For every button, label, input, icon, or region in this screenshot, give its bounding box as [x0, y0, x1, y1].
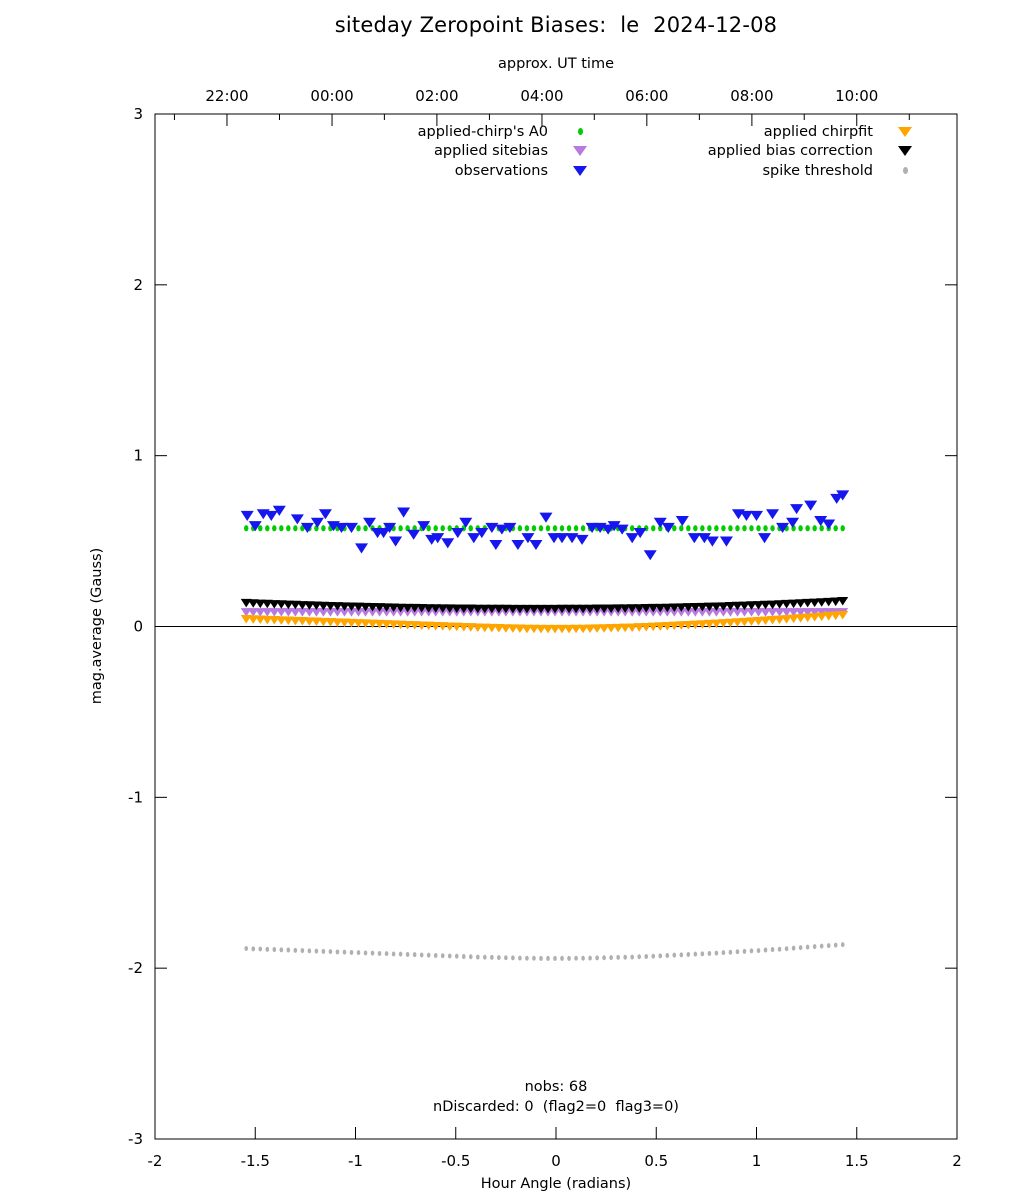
legend-row: applied bias correction — [573, 142, 913, 162]
x-tick-label: -1.5 — [241, 1152, 270, 1170]
x-tick-label: 2 — [952, 1152, 962, 1170]
triangle-down-marker-icon — [898, 146, 912, 157]
legend-marker-slot — [572, 165, 588, 176]
ut-tick-label: 10:00 — [835, 87, 878, 105]
ut-tick-label: 00:00 — [310, 87, 353, 105]
x-tick-label: -1 — [348, 1152, 363, 1170]
legend-marker-slot — [572, 146, 588, 157]
triangle-down-marker-icon — [898, 126, 912, 137]
y-axis-title: mag.average (Gauss) — [89, 547, 105, 705]
y-tick-label: -2 — [128, 959, 143, 977]
legend-label: spike threshold — [762, 162, 874, 179]
legend-marker-slot — [572, 128, 588, 136]
ut-axis-ticks: 22:00 00:00 02:00 04:00 06:00 08:00 10:00 — [173, 87, 910, 126]
ndiscarded-annotation: nDiscarded: 0 (flag2=0 flag3=0) — [433, 1099, 679, 1115]
triangle-down-marker-icon — [573, 146, 587, 157]
y-tick-label: -1 — [128, 788, 143, 806]
x-tick-label: 0 — [551, 1152, 561, 1170]
y-tick-label: 2 — [133, 276, 143, 294]
x-tick-label: 0.5 — [644, 1152, 668, 1170]
series-applied-bias-correction — [240, 597, 849, 614]
legend-label: applied-chirp's A0 — [417, 123, 548, 140]
series-applied-chirpfit — [240, 611, 849, 634]
x-tick-label: -2 — [148, 1152, 163, 1170]
legend-marker-slot — [897, 167, 913, 175]
y-tick-label: 3 — [133, 105, 143, 123]
ut-axis-title: approx. UT time — [498, 56, 614, 72]
y-tick-label: 0 — [133, 618, 143, 636]
y-tick-label: -3 — [128, 1130, 143, 1148]
dot-marker-icon — [577, 128, 583, 136]
legend-right: applied chirpfit applied bias correction s… — [573, 122, 913, 181]
legend-row: spike threshold — [573, 161, 913, 181]
ut-tick-label: 02:00 — [415, 87, 458, 105]
ut-tick-label: 06:00 — [625, 87, 668, 105]
ut-tick-label: 04:00 — [520, 87, 563, 105]
annotation-block: nobs: 68 nDiscarded: 0 (flag2=0 flag3=0) — [155, 1077, 957, 1117]
x-tick-label: 1 — [752, 1152, 762, 1170]
legend-row: observations — [268, 161, 588, 181]
series-observations — [240, 490, 850, 561]
legend-marker-slot — [897, 146, 913, 157]
legend-label: applied bias correction — [707, 143, 873, 160]
ut-tick-label: 22:00 — [205, 87, 248, 105]
legend-label: observations — [454, 162, 548, 179]
legend-label: applied chirpfit — [763, 123, 873, 140]
y-axis-ticks: -3 -2 -1 0 1 2 3 — [128, 105, 957, 1148]
chart-title: siteday Zeropoint Biases: le 2024-12-08 — [334, 13, 778, 37]
legend-row: applied sitebias — [268, 142, 588, 162]
series-applied-sitebias — [240, 608, 849, 617]
x-axis-title: Hour Angle (radians) — [480, 1176, 632, 1192]
triangle-down-marker-icon — [573, 165, 587, 176]
series-spike-threshold — [244, 942, 845, 961]
legend-left: applied-chirp's A0 applied sitebias observ… — [268, 122, 588, 181]
dot-marker-icon — [902, 167, 908, 175]
legend-marker-slot — [897, 126, 913, 137]
ut-tick-label: 08:00 — [730, 87, 773, 105]
y-tick-label: 1 — [133, 447, 143, 465]
x-tick-label: 1.5 — [845, 1152, 869, 1170]
legend-row: applied-chirp's A0 — [268, 122, 588, 142]
legend-row: applied chirpfit — [573, 122, 913, 142]
x-axis-ticks: -2 -1.5 -1 -0.5 0 0.5 1 1.5 2 — [148, 1127, 962, 1170]
legend-label: applied sitebias — [434, 143, 548, 160]
x-tick-label: -0.5 — [441, 1152, 470, 1170]
nobs-annotation: nobs: 68 — [524, 1079, 588, 1095]
